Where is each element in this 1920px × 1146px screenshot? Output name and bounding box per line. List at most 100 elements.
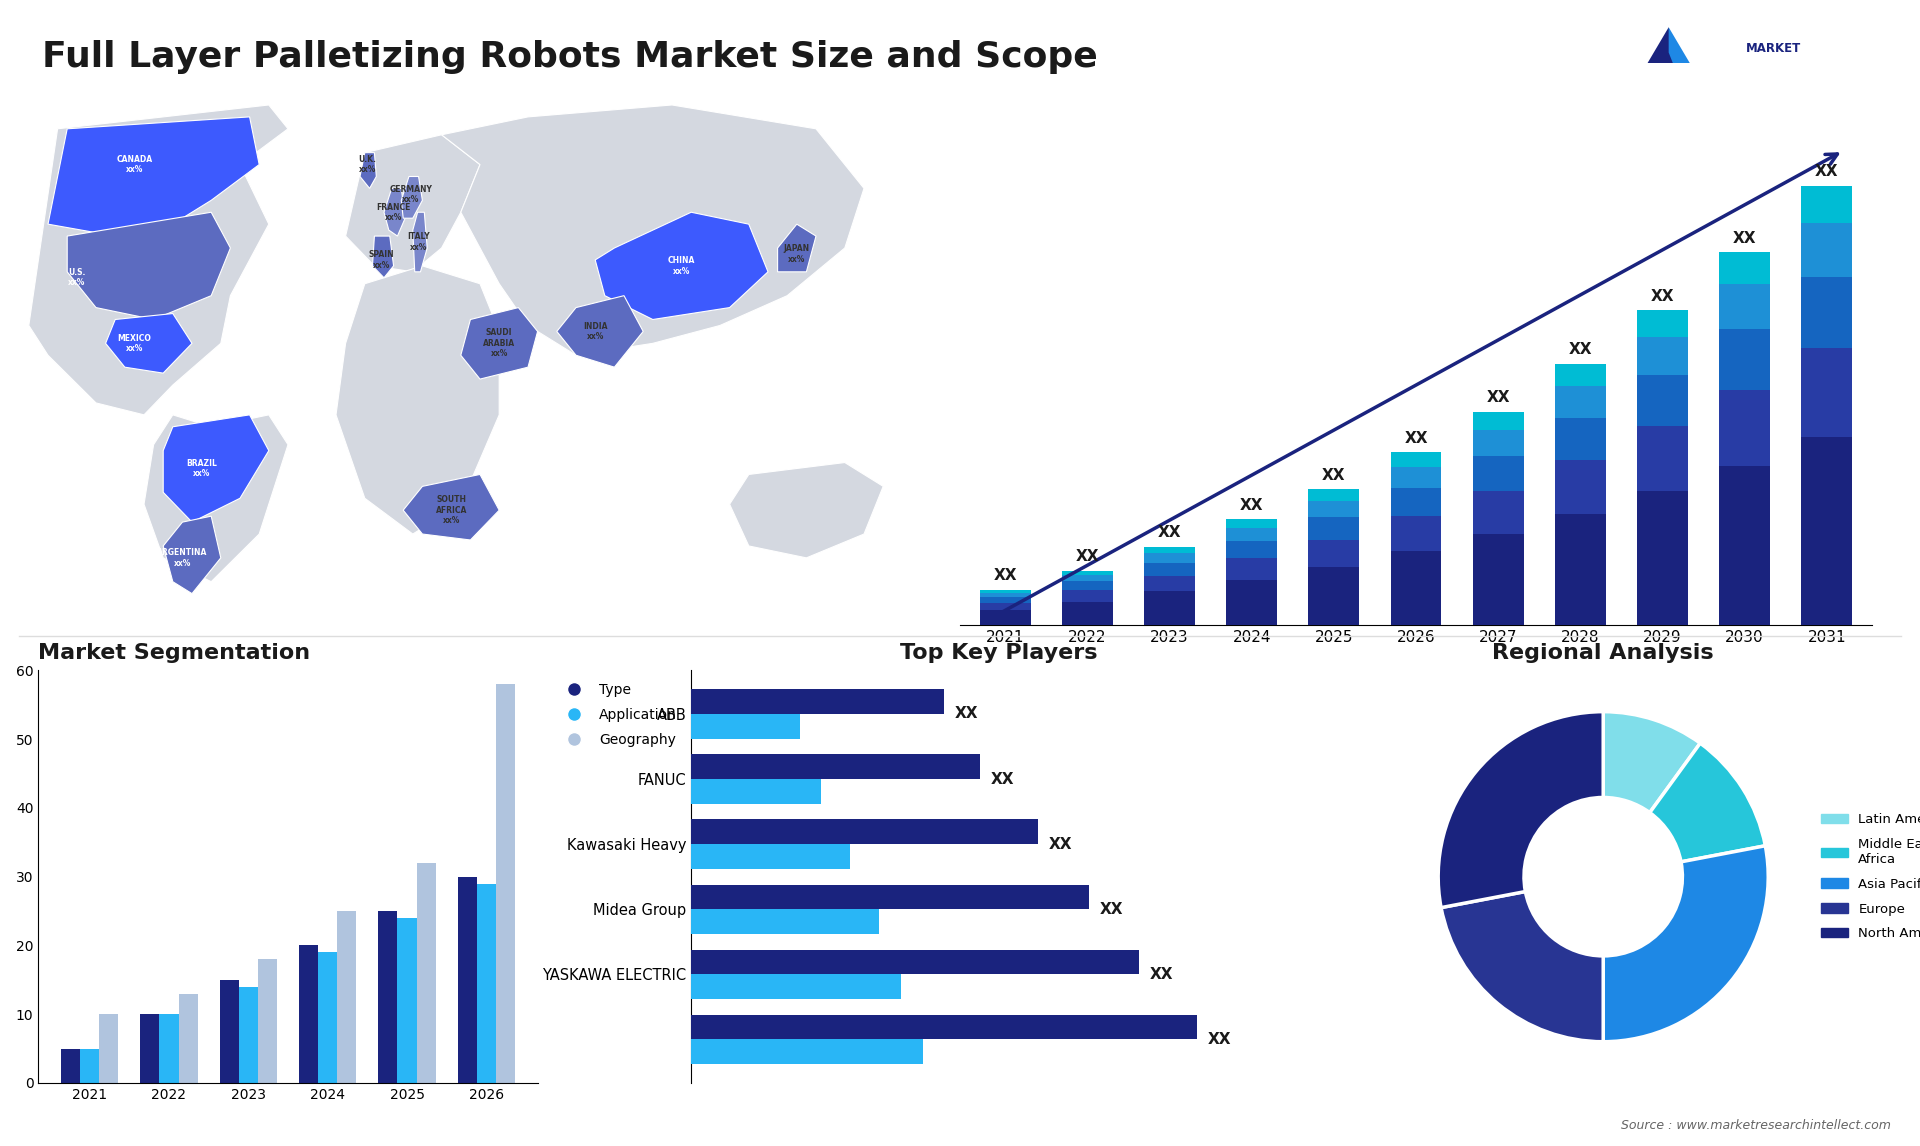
Polygon shape (778, 225, 816, 272)
Bar (1062, 602, 1114, 625)
Text: XX: XX (993, 568, 1018, 583)
Polygon shape (67, 212, 230, 320)
Text: U.S.
xx%: U.S. xx% (67, 268, 86, 288)
Bar (1062, 581, 1114, 590)
Bar (219, 980, 238, 1083)
Polygon shape (595, 212, 768, 320)
Bar (61, 1049, 81, 1083)
Polygon shape (557, 296, 643, 367)
Bar (1555, 513, 1605, 625)
Bar (979, 610, 1031, 625)
Text: GERMANY
xx%: GERMANY xx% (390, 185, 432, 204)
Text: XX: XX (1651, 289, 1674, 304)
Bar (1718, 329, 1770, 390)
Bar (238, 987, 257, 1083)
Text: XX: XX (1569, 343, 1592, 358)
Bar (1473, 490, 1524, 534)
Bar (691, 845, 851, 869)
Wedge shape (1603, 712, 1701, 813)
Bar (979, 592, 1031, 597)
Text: XX: XX (1734, 230, 1757, 245)
Bar (691, 1014, 1198, 1039)
Bar (1227, 541, 1277, 558)
Text: ARGENTINA
xx%: ARGENTINA xx% (157, 548, 207, 567)
Polygon shape (346, 135, 480, 272)
Bar (1473, 430, 1524, 456)
Bar (100, 1014, 119, 1083)
Bar (1801, 186, 1853, 223)
Bar (979, 597, 1031, 603)
Polygon shape (403, 474, 499, 540)
Bar (691, 950, 1139, 974)
Title: Top Key Players: Top Key Players (900, 643, 1096, 664)
Bar (1718, 390, 1770, 466)
Bar (1473, 534, 1524, 625)
Text: BRAZIL
xx%: BRAZIL xx% (186, 458, 217, 478)
Wedge shape (1438, 712, 1603, 908)
Bar (319, 952, 338, 1083)
Polygon shape (384, 188, 405, 236)
Bar (81, 1049, 100, 1083)
Text: INDIA
xx%: INDIA xx% (584, 322, 607, 342)
Text: FRANCE
xx%: FRANCE xx% (376, 203, 411, 222)
Bar (1390, 551, 1442, 625)
Text: SOUTH
AFRICA
xx%: SOUTH AFRICA xx% (436, 495, 467, 525)
Polygon shape (361, 152, 376, 188)
Bar (1718, 252, 1770, 284)
Bar (691, 1039, 922, 1065)
Polygon shape (48, 117, 259, 236)
Legend: Latin America, Middle East &
Africa, Asia Pacific, Europe, North America: Latin America, Middle East & Africa, Asi… (1816, 808, 1920, 945)
Bar (1144, 591, 1194, 625)
Bar (1308, 489, 1359, 501)
Bar (1227, 580, 1277, 625)
Polygon shape (144, 415, 288, 582)
Polygon shape (1609, 28, 1692, 128)
Text: RESEARCH: RESEARCH (1745, 73, 1816, 87)
Bar (1144, 554, 1194, 563)
Bar (338, 911, 357, 1083)
Polygon shape (1668, 28, 1728, 128)
Bar (140, 1014, 159, 1083)
Bar (1308, 501, 1359, 517)
Text: JAPAN
xx%: JAPAN xx% (783, 244, 810, 264)
Bar (691, 714, 799, 739)
Bar (1638, 490, 1688, 625)
Bar (476, 884, 495, 1083)
Text: XX: XX (1048, 837, 1073, 851)
Bar (417, 863, 436, 1083)
Bar (1390, 516, 1442, 551)
Text: CHINA
xx%: CHINA xx% (668, 257, 695, 275)
Text: XX: XX (1404, 431, 1428, 446)
Bar (179, 994, 198, 1083)
Polygon shape (730, 463, 883, 558)
Text: Source : www.marketresearchintellect.com: Source : www.marketresearchintellect.com (1620, 1120, 1891, 1132)
Bar (1473, 413, 1524, 430)
Bar (457, 877, 476, 1083)
Polygon shape (442, 105, 864, 355)
Bar (979, 590, 1031, 592)
Bar (1390, 453, 1442, 466)
Text: XX: XX (1208, 1033, 1231, 1047)
Polygon shape (29, 105, 288, 415)
Bar (1062, 571, 1114, 575)
Polygon shape (461, 307, 538, 379)
Polygon shape (163, 415, 269, 523)
Text: Market Segmentation: Market Segmentation (38, 643, 311, 664)
Bar (1062, 590, 1114, 602)
Text: XX: XX (1323, 468, 1346, 482)
Wedge shape (1603, 846, 1768, 1042)
Bar (300, 945, 319, 1083)
Bar (1638, 337, 1688, 376)
Text: U.K.
xx%: U.K. xx% (359, 155, 376, 174)
Bar (378, 911, 397, 1083)
Bar (495, 684, 515, 1083)
Bar (1718, 284, 1770, 329)
Bar (1227, 558, 1277, 580)
Bar (691, 885, 1089, 909)
Bar (1473, 456, 1524, 490)
Bar (1555, 386, 1605, 418)
Text: MEXICO
xx%: MEXICO xx% (117, 333, 152, 353)
Bar (1801, 276, 1853, 348)
Bar (691, 909, 879, 934)
Text: XX: XX (1814, 164, 1839, 179)
